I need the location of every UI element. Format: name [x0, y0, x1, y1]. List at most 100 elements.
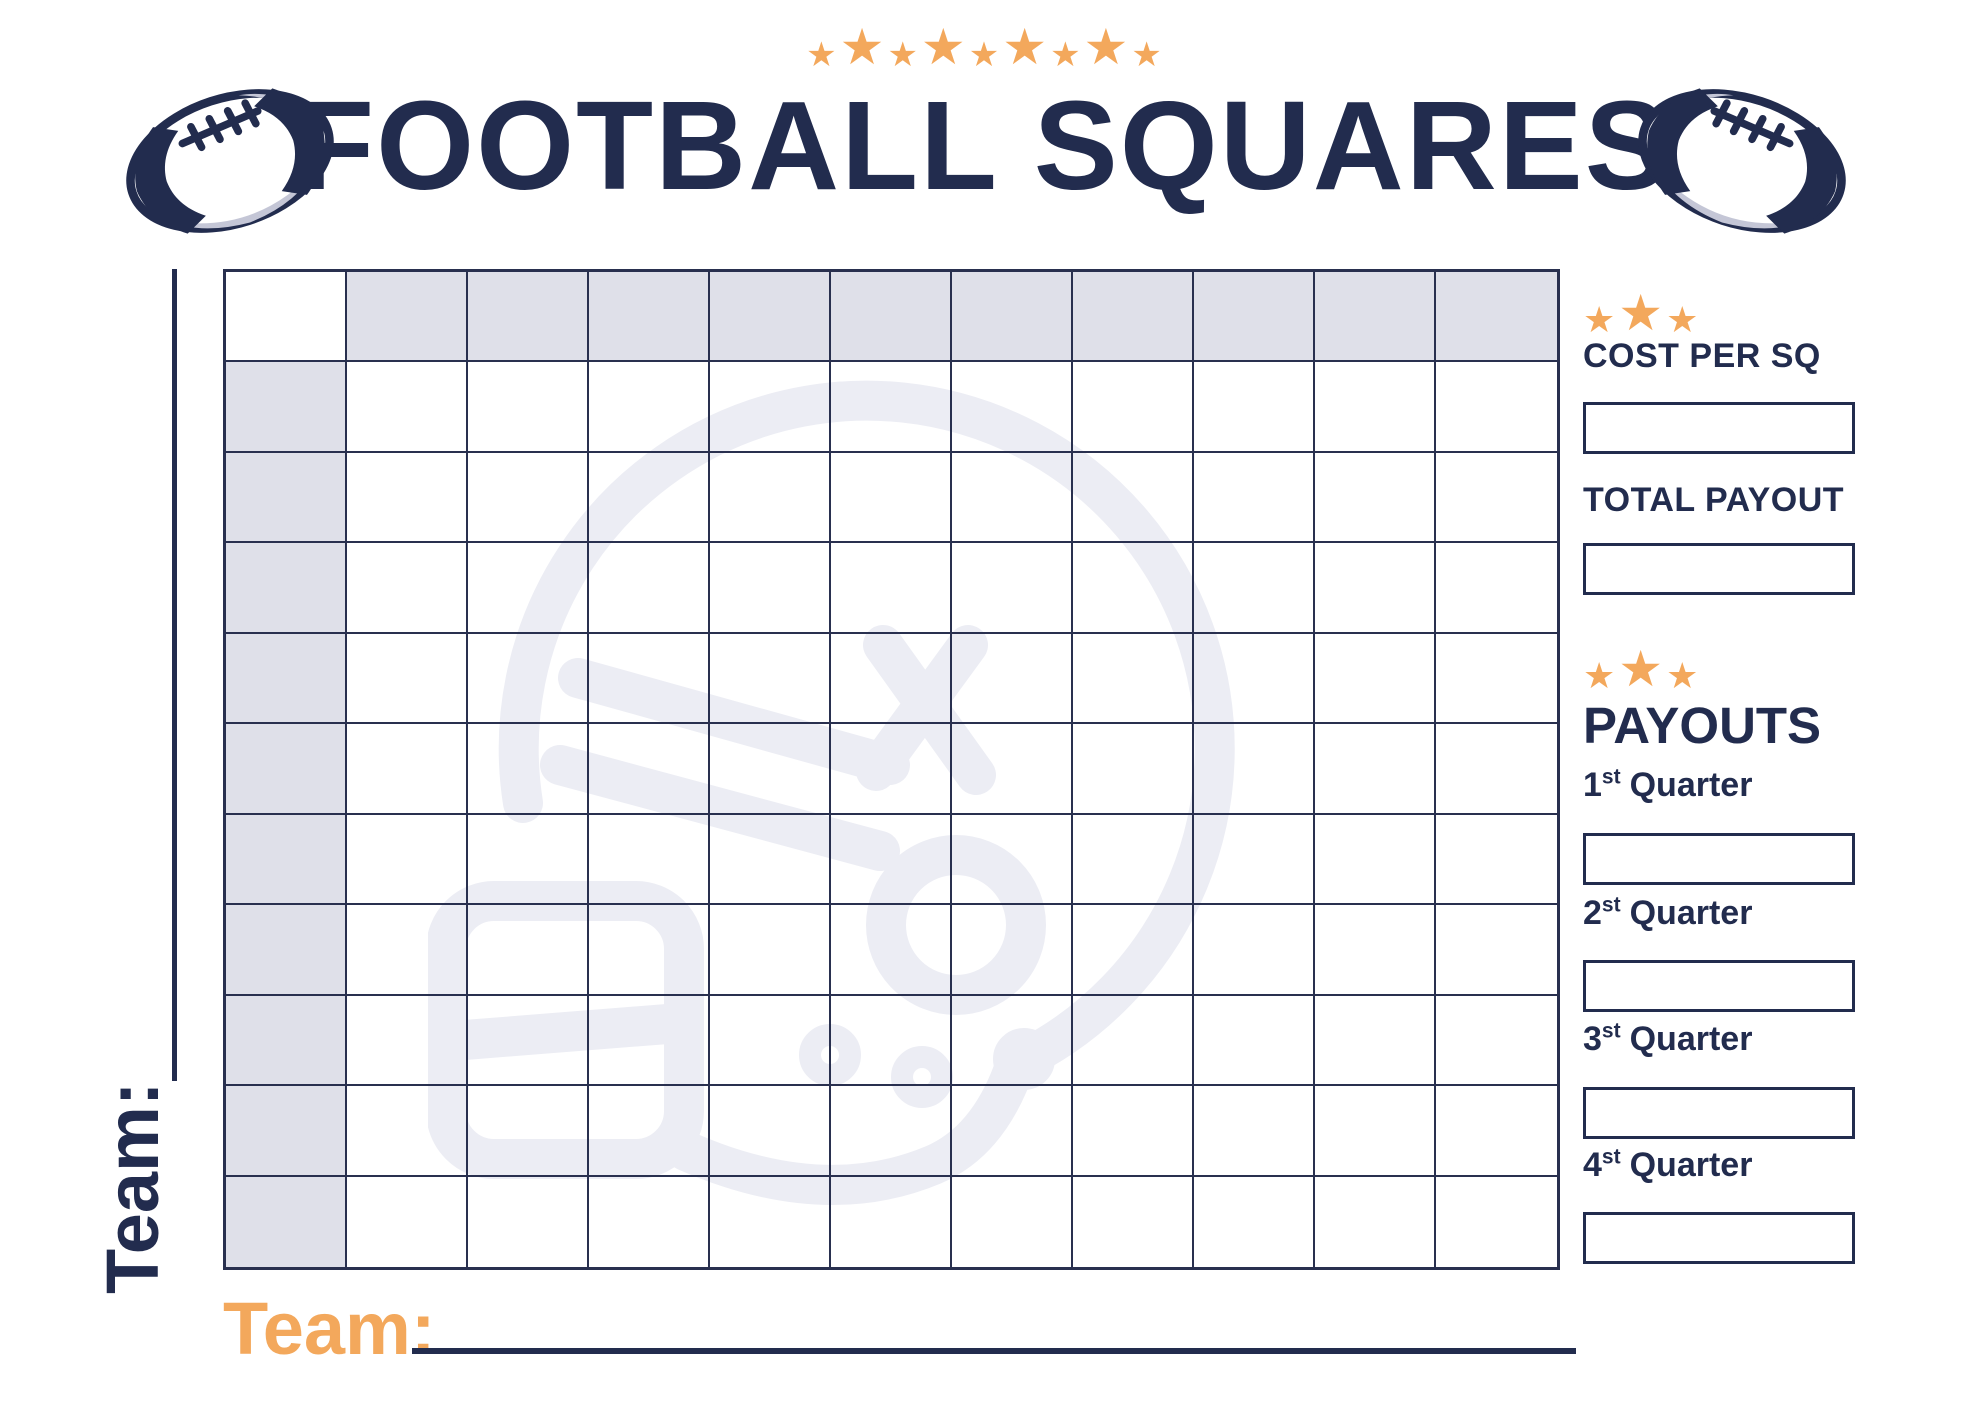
grid-square[interactable] [1073, 905, 1194, 996]
grid-square[interactable] [468, 905, 589, 996]
grid-square[interactable] [1436, 1086, 1557, 1177]
grid-square[interactable] [831, 1086, 952, 1177]
grid-square[interactable] [952, 452, 1073, 544]
grid-square[interactable] [831, 1176, 952, 1267]
grid-square[interactable] [1194, 633, 1315, 725]
team-bottom-line[interactable] [412, 1348, 1576, 1354]
grid-square[interactable] [347, 633, 468, 725]
grid-square[interactable] [831, 362, 952, 453]
grid-square[interactable] [1194, 905, 1315, 996]
grid-square[interactable] [1073, 814, 1194, 906]
grid-square[interactable] [1073, 633, 1194, 725]
grid-square[interactable] [1194, 814, 1315, 906]
grid-square[interactable] [1436, 815, 1557, 906]
grid-square[interactable] [710, 633, 831, 725]
header-square[interactable] [1436, 272, 1557, 363]
grid-square[interactable] [952, 814, 1073, 906]
grid-square[interactable] [1436, 996, 1557, 1087]
grid-square[interactable] [347, 724, 468, 815]
grid-square[interactable] [347, 814, 468, 906]
quarter-1-payout-box[interactable] [1583, 833, 1855, 885]
grid-square[interactable] [831, 814, 952, 906]
grid-square[interactable] [347, 995, 468, 1087]
grid-square[interactable] [1194, 1086, 1315, 1177]
grid-square[interactable] [347, 1176, 468, 1267]
grid-square[interactable] [347, 905, 468, 996]
header-square[interactable] [226, 362, 347, 453]
header-square[interactable] [468, 272, 589, 363]
header-square[interactable] [226, 814, 347, 906]
grid-square[interactable] [831, 543, 952, 634]
header-square[interactable] [226, 724, 347, 815]
grid-square[interactable] [710, 362, 831, 453]
grid-square[interactable] [831, 995, 952, 1087]
grid-square[interactable] [347, 1086, 468, 1177]
grid-square[interactable] [1315, 362, 1436, 453]
grid-square[interactable] [710, 905, 831, 996]
total-payout-box[interactable] [1583, 543, 1855, 595]
grid-square[interactable] [468, 1086, 589, 1177]
grid-square[interactable] [1436, 1177, 1557, 1267]
quarter-2-payout-box[interactable] [1583, 960, 1855, 1012]
grid-square[interactable] [589, 633, 710, 725]
grid-square[interactable] [589, 543, 710, 634]
grid-square[interactable] [1315, 1086, 1436, 1177]
grid-square[interactable] [952, 543, 1073, 634]
grid-square[interactable] [952, 1176, 1073, 1267]
team-left-line[interactable] [172, 269, 177, 1081]
grid-square[interactable] [468, 633, 589, 725]
grid-square[interactable] [1315, 995, 1436, 1087]
grid-square[interactable] [1436, 634, 1557, 725]
grid-square[interactable] [952, 362, 1073, 453]
grid-square[interactable] [1194, 724, 1315, 815]
grid-square[interactable] [1073, 362, 1194, 453]
header-square[interactable] [1315, 272, 1436, 363]
grid-square[interactable] [1194, 1176, 1315, 1267]
grid-square[interactable] [347, 362, 468, 453]
grid-square[interactable] [589, 452, 710, 544]
header-square[interactable] [226, 995, 347, 1087]
grid-square[interactable] [468, 543, 589, 634]
grid-square[interactable] [1315, 543, 1436, 634]
header-square[interactable] [589, 272, 710, 363]
header-square[interactable] [347, 272, 468, 363]
grid-square[interactable] [710, 1086, 831, 1177]
grid-square[interactable] [589, 905, 710, 996]
grid-square[interactable] [952, 724, 1073, 815]
grid-square[interactable] [710, 995, 831, 1087]
header-square[interactable] [1073, 272, 1194, 363]
grid-square[interactable] [1315, 814, 1436, 906]
header-square[interactable] [226, 1086, 347, 1177]
header-square[interactable] [226, 905, 347, 996]
grid-square[interactable] [710, 452, 831, 544]
grid-square[interactable] [468, 1176, 589, 1267]
grid-square[interactable] [1315, 452, 1436, 544]
grid-square[interactable] [468, 814, 589, 906]
grid-square[interactable] [1073, 724, 1194, 815]
quarter-3-payout-box[interactable] [1583, 1087, 1855, 1139]
grid-square[interactable] [589, 814, 710, 906]
grid-square[interactable] [468, 724, 589, 815]
grid-square[interactable] [1194, 362, 1315, 453]
grid-square[interactable] [710, 1176, 831, 1267]
grid-square[interactable] [1073, 1086, 1194, 1177]
grid-square[interactable] [1315, 905, 1436, 996]
header-square[interactable] [710, 272, 831, 363]
cost-per-sq-box[interactable] [1583, 402, 1855, 454]
header-square[interactable] [226, 1176, 347, 1267]
header-square[interactable] [226, 543, 347, 634]
grid-square[interactable] [589, 1176, 710, 1267]
grid-square[interactable] [589, 1086, 710, 1177]
grid-square[interactable] [589, 362, 710, 453]
grid-square[interactable] [1315, 633, 1436, 725]
grid-square[interactable] [468, 362, 589, 453]
grid-square[interactable] [1436, 905, 1557, 996]
grid-square[interactable] [831, 633, 952, 725]
grid-square[interactable] [831, 905, 952, 996]
header-square[interactable] [226, 452, 347, 544]
header-square[interactable] [1194, 272, 1315, 363]
grid-square[interactable] [710, 543, 831, 634]
grid-square[interactable] [1315, 1176, 1436, 1267]
grid-square[interactable] [1436, 724, 1557, 815]
grid-square[interactable] [1194, 543, 1315, 634]
